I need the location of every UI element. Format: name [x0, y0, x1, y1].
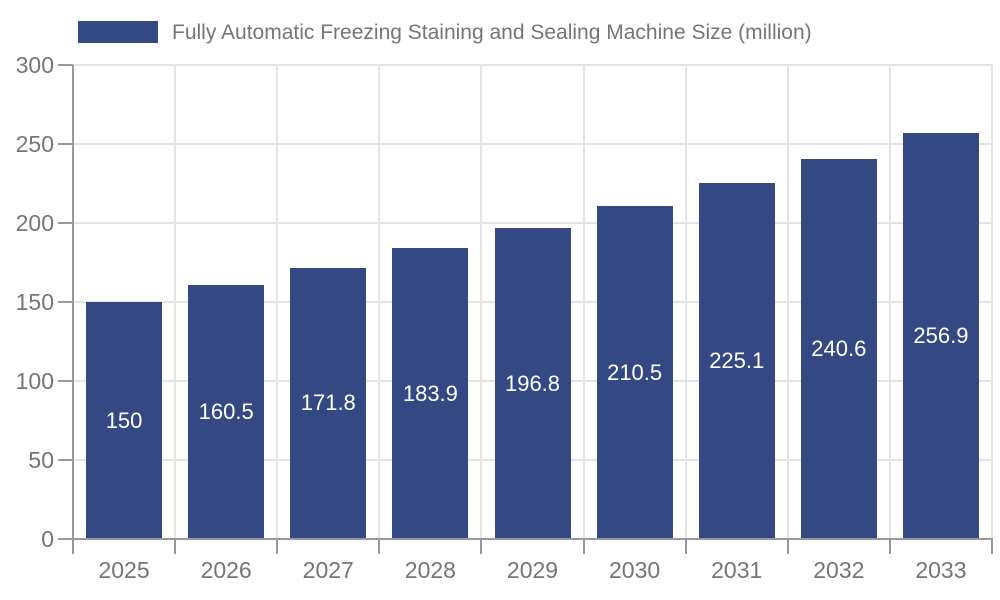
- y-axis-tick: [58, 538, 73, 540]
- y-tick-label: 200: [15, 210, 54, 236]
- x-axis-tick: [582, 539, 585, 554]
- x-axis-tick: [174, 539, 177, 554]
- x-tick-label: 2030: [609, 557, 661, 583]
- bar-value-label: 240.6: [811, 335, 867, 361]
- gridline-horizontal: [73, 222, 992, 224]
- y-axis-tick: [58, 301, 73, 303]
- gridline-vertical: [684, 65, 687, 539]
- bar: 183.9: [392, 248, 469, 539]
- y-tick-label: 300: [15, 52, 54, 78]
- x-tick-label: 2032: [813, 557, 865, 583]
- gridline-vertical: [378, 65, 381, 539]
- bar: 160.5: [188, 285, 265, 539]
- x-tick-label: 2029: [506, 557, 559, 583]
- bar-value-label: 225.1: [709, 348, 765, 374]
- gridline-vertical: [786, 65, 789, 539]
- y-axis-tick: [58, 459, 73, 461]
- gridline-vertical: [480, 65, 483, 539]
- y-axis-tick: [58, 380, 73, 382]
- bar: 240.6: [800, 158, 877, 539]
- x-axis-tick: [480, 539, 483, 554]
- gridline-vertical: [991, 65, 993, 539]
- gridline-vertical: [582, 65, 585, 539]
- bar: 196.8: [494, 228, 571, 539]
- bar-value-label: 160.5: [198, 399, 254, 425]
- gridline-vertical: [174, 65, 177, 539]
- bar-value-label: 183.9: [402, 380, 458, 406]
- bar: 256.9: [902, 133, 979, 539]
- bar: 225.1: [698, 183, 775, 539]
- bar-value-label: 196.8: [504, 370, 561, 396]
- y-tick-label: 150: [15, 289, 54, 315]
- chart-legend[interactable]: Fully Automatic Freezing Staining and Se…: [78, 14, 812, 50]
- bar-value-label: 150: [105, 407, 143, 433]
- gridline-vertical: [888, 65, 891, 539]
- bar-value-label: 171.8: [300, 390, 356, 416]
- y-axis-tick: [58, 64, 73, 66]
- x-axis-tick: [991, 539, 993, 554]
- y-tick-label: 250: [15, 131, 54, 157]
- gridline-vertical: [276, 65, 279, 539]
- legend-swatch-icon: [78, 21, 158, 43]
- x-tick-label: 2031: [711, 557, 763, 583]
- y-tick-label: 0: [41, 526, 54, 552]
- y-axis-line: [72, 65, 74, 539]
- bar: 150: [86, 302, 163, 539]
- x-axis-tick: [378, 539, 381, 554]
- bar-value-label: 256.9: [913, 323, 969, 349]
- y-tick-label: 100: [15, 368, 54, 394]
- bar: 171.8: [290, 267, 367, 539]
- gridline-horizontal: [73, 64, 992, 66]
- gridline-horizontal: [73, 143, 992, 145]
- y-axis-tick: [58, 143, 73, 145]
- legend-label: Fully Automatic Freezing Staining and Se…: [172, 20, 812, 44]
- x-axis-tick: [684, 539, 687, 554]
- bar-value-label: 210.5: [607, 359, 663, 385]
- x-tick-label: 2028: [404, 557, 456, 583]
- x-axis-line: [72, 538, 993, 540]
- x-axis-tick: [276, 539, 279, 554]
- x-tick-label: 2025: [98, 557, 150, 583]
- x-tick-label: 2027: [302, 557, 354, 583]
- bar: 210.5: [596, 206, 673, 539]
- x-axis-tick: [888, 539, 891, 554]
- x-axis-tick: [72, 539, 74, 554]
- y-tick-label: 50: [28, 447, 54, 473]
- y-axis-tick: [58, 222, 73, 224]
- x-axis-tick: [786, 539, 789, 554]
- plot-area: 150 160.5 171.8 183.9 196.8 210.5 225.1 240.6 25…: [73, 64, 993, 539]
- x-tick-label: 2033: [915, 557, 967, 583]
- x-tick-label: 2026: [200, 557, 252, 583]
